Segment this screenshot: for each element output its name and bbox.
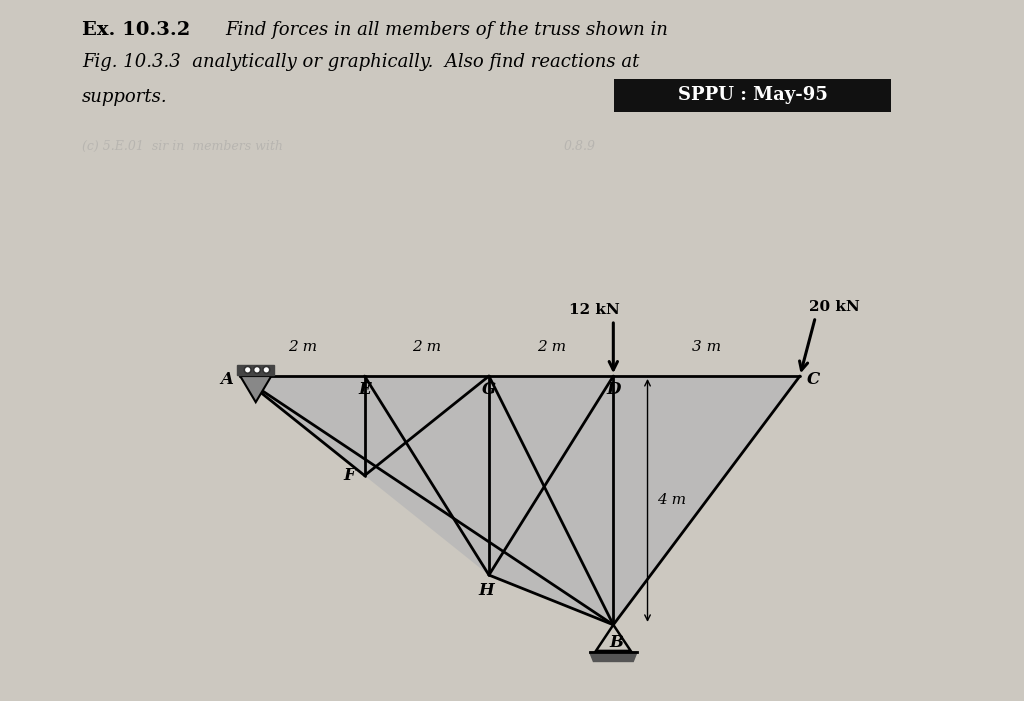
Text: E: E xyxy=(358,381,371,398)
Text: 2 m: 2 m xyxy=(288,340,317,354)
Polygon shape xyxy=(590,652,637,662)
Text: 2 m: 2 m xyxy=(537,340,565,354)
Polygon shape xyxy=(241,376,365,475)
Text: 2 m: 2 m xyxy=(413,340,441,354)
Text: C: C xyxy=(807,371,820,388)
Text: 3 m: 3 m xyxy=(692,340,721,354)
Text: Fig. 10.3.3  analytically or graphically.  Also find reactions at: Fig. 10.3.3 analytically or graphically.… xyxy=(82,53,639,71)
Text: 0.8.9: 0.8.9 xyxy=(563,140,595,154)
Text: 4 m: 4 m xyxy=(656,494,686,508)
Circle shape xyxy=(263,367,269,373)
Polygon shape xyxy=(238,365,274,375)
Text: G: G xyxy=(482,381,496,398)
Circle shape xyxy=(245,367,251,373)
Text: 20 kN: 20 kN xyxy=(809,300,859,314)
Text: SPPU : May-95: SPPU : May-95 xyxy=(678,86,827,104)
Polygon shape xyxy=(241,376,271,402)
Text: H: H xyxy=(478,582,494,599)
Text: (c) 5.E.01  sir in  members with: (c) 5.E.01 sir in members with xyxy=(82,140,283,154)
Text: Find forces in all members of the truss shown in: Find forces in all members of the truss … xyxy=(225,21,668,39)
Text: Ex. 10.3.2: Ex. 10.3.2 xyxy=(82,21,190,39)
Polygon shape xyxy=(365,376,488,575)
Text: A: A xyxy=(220,371,233,388)
Polygon shape xyxy=(488,376,613,625)
Circle shape xyxy=(254,367,260,373)
Text: supports.: supports. xyxy=(82,88,168,106)
Polygon shape xyxy=(613,376,800,625)
Text: D: D xyxy=(606,381,621,398)
Text: 12 kN: 12 kN xyxy=(569,303,621,317)
Text: F: F xyxy=(343,467,355,484)
Text: B: B xyxy=(609,634,624,651)
